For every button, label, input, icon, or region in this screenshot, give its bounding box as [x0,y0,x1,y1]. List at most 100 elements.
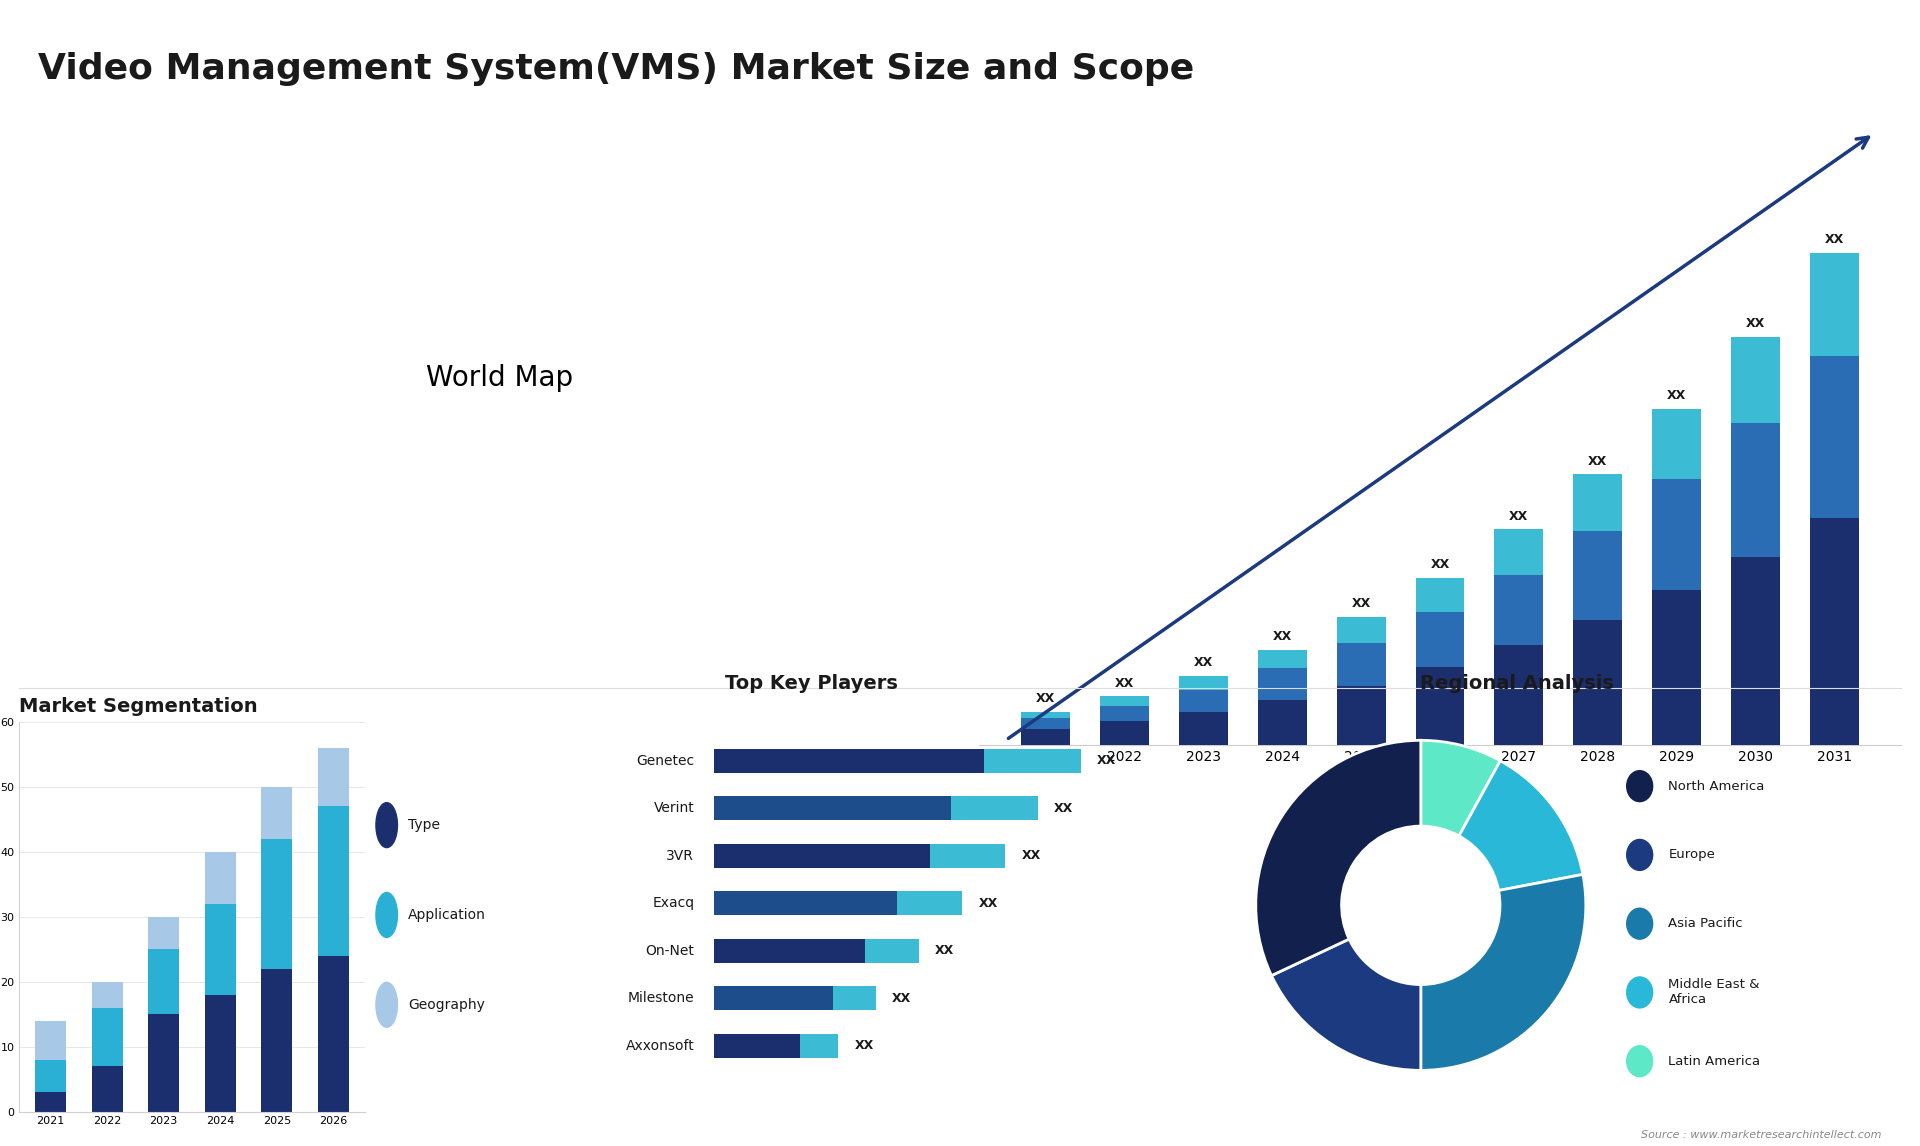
Bar [833,987,876,1010]
Bar [1021,712,1069,719]
Bar [1021,719,1069,729]
Bar [1336,685,1386,745]
Bar [261,787,292,839]
Bar [1732,337,1780,423]
Circle shape [1626,770,1653,802]
Text: XX: XX [1667,390,1686,402]
Bar [1415,612,1465,667]
Bar [1258,699,1308,745]
Text: XX: XX [1037,692,1056,706]
Text: XX: XX [1194,657,1213,669]
Bar [1811,518,1859,745]
Text: XX: XX [1352,597,1371,610]
Text: Type: Type [409,818,440,832]
Bar [801,1034,837,1058]
Circle shape [1626,1045,1653,1077]
Wedge shape [1256,740,1421,975]
Bar [714,892,897,916]
Text: XX: XX [854,1039,874,1052]
Bar [1811,252,1859,355]
Bar [319,956,349,1112]
Bar [35,1060,65,1092]
Bar [1179,712,1227,745]
Bar [205,904,236,995]
Circle shape [376,802,397,848]
Bar [1258,668,1308,699]
Bar [714,939,864,963]
Bar [714,987,833,1010]
Text: XX: XX [1054,802,1073,815]
Circle shape [376,982,397,1027]
Bar [714,1034,801,1058]
Wedge shape [1459,761,1582,890]
Bar [714,749,983,772]
Circle shape [1626,908,1653,940]
Bar [92,1007,123,1066]
Bar [929,843,1006,868]
Bar [1732,557,1780,745]
Text: Latin America: Latin America [1668,1054,1761,1068]
Circle shape [376,893,397,937]
Bar [1336,617,1386,643]
Text: Milestone: Milestone [628,991,695,1005]
Bar [1336,643,1386,685]
Text: 3VR: 3VR [666,849,695,863]
Bar [35,1092,65,1112]
Bar [1572,531,1622,620]
Bar [1572,474,1622,531]
Text: Top Key Players: Top Key Players [726,674,899,693]
Text: Geography: Geography [409,998,486,1012]
Bar [1021,729,1069,745]
Text: On-Net: On-Net [645,943,695,958]
Bar [1494,574,1544,645]
Text: Asia Pacific: Asia Pacific [1668,917,1743,931]
Bar [1653,479,1701,590]
Bar [148,917,179,949]
Text: XX: XX [1430,558,1450,571]
Wedge shape [1421,874,1586,1070]
Bar [1100,697,1148,706]
Bar [1100,706,1148,722]
Wedge shape [1421,740,1500,835]
Bar [864,939,920,963]
Bar [950,796,1037,821]
Text: XX: XX [1824,233,1843,246]
Text: Verint: Verint [653,801,695,816]
Bar [148,1014,179,1112]
Bar [1100,722,1148,745]
Text: Middle East &
Africa: Middle East & Africa [1668,979,1761,1006]
Bar [1732,423,1780,557]
Wedge shape [1271,939,1421,1070]
Text: XX: XX [893,991,912,1005]
Text: XX: XX [935,944,954,957]
Text: Video Management System(VMS) Market Size and Scope: Video Management System(VMS) Market Size… [38,52,1194,86]
Bar [1415,667,1465,745]
Bar [1494,645,1544,745]
Bar [714,796,950,821]
Bar [1653,590,1701,745]
Text: Genetec: Genetec [636,754,695,768]
Text: XX: XX [979,897,998,910]
Bar [1653,409,1701,479]
Bar [261,968,292,1112]
Bar [1494,529,1544,574]
Bar [261,839,292,968]
Text: XX: XX [1273,630,1292,643]
Bar [319,748,349,807]
Circle shape [1626,839,1653,871]
Bar [1572,620,1622,745]
Bar [205,851,236,904]
Text: XX: XX [1096,754,1116,768]
Circle shape [1626,976,1653,1008]
Bar [92,982,123,1007]
Text: Regional Analysis: Regional Analysis [1421,674,1613,693]
Text: XX: XX [1509,510,1528,523]
Text: North America: North America [1668,779,1764,793]
Text: XX: XX [1116,677,1135,690]
Text: Exacq: Exacq [653,896,695,910]
Bar [983,749,1081,772]
Bar [1415,578,1465,612]
Bar [1811,355,1859,518]
Bar [92,1066,123,1112]
Text: World Map: World Map [426,364,572,392]
